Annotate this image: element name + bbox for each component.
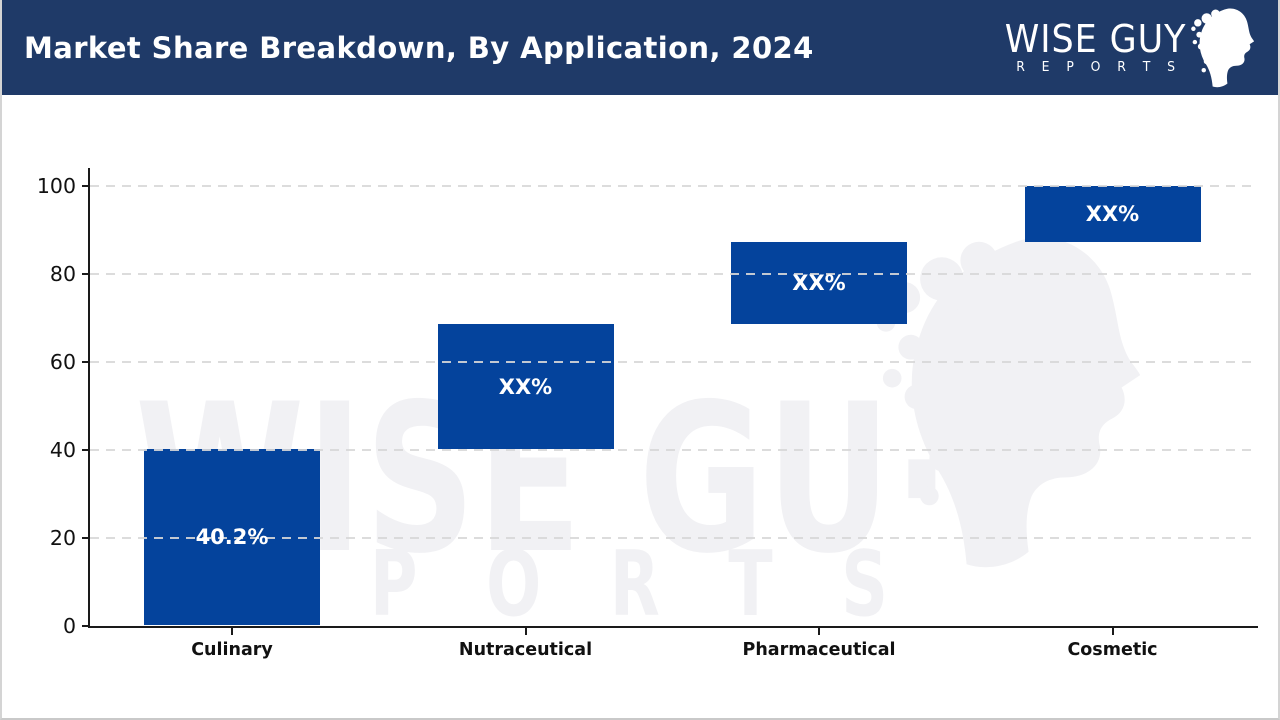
x-axis-line bbox=[88, 625, 1258, 628]
x-category-label-culinary: Culinary bbox=[191, 639, 273, 660]
logo-wordmark: WISE GUY R E P O R T S bbox=[1004, 20, 1186, 75]
logo-wordmark-line1: WISE GUY bbox=[1004, 17, 1186, 62]
bar-pharmaceutical bbox=[731, 241, 907, 325]
x-category-label-nutraceutical: Nutraceutical bbox=[458, 639, 593, 660]
y-tick-mark bbox=[82, 536, 90, 539]
brand-logo: WISE GUY R E P O R T S bbox=[989, 3, 1260, 93]
y-tick-label-60: 60 bbox=[49, 349, 76, 374]
x-tick-mark bbox=[818, 626, 820, 635]
y-tick-label-20: 20 bbox=[49, 525, 76, 550]
bar-nutraceutical bbox=[437, 324, 614, 449]
y-tick-label-0: 0 bbox=[62, 613, 76, 638]
y-tick-mark bbox=[82, 184, 90, 187]
y-tick-label-100: 100 bbox=[36, 173, 76, 198]
face-profile-icon bbox=[1191, 7, 1255, 87]
x-category-label-cosmetic: Cosmetic bbox=[1067, 639, 1158, 660]
x-tick-mark bbox=[1111, 626, 1114, 635]
bar-value-label: XX% bbox=[792, 271, 846, 296]
bar-value-label: XX% bbox=[1085, 201, 1140, 226]
bar-value-label: 40.2% bbox=[195, 525, 269, 550]
x-tick-mark bbox=[524, 626, 527, 635]
header-bar: Market Share Breakdown, By Application, … bbox=[2, 0, 1278, 95]
y-tick-mark bbox=[82, 360, 90, 363]
logo-wordmark-line2: R E P O R T S bbox=[1015, 59, 1182, 76]
chart-title: Market Share Breakdown, By Application, … bbox=[24, 30, 814, 65]
y-tick-mark bbox=[82, 272, 90, 275]
chart-area: WISE GU·Y P O R T S 40.2% XX% XX% XX% 0 20 40 6… bbox=[2, 95, 1278, 718]
y-tick-mark bbox=[82, 624, 90, 627]
bar-cosmetic bbox=[1024, 185, 1201, 242]
y-tick-mark bbox=[82, 448, 90, 451]
y-tick-label-40: 40 bbox=[49, 437, 76, 462]
x-tick-mark bbox=[231, 626, 233, 635]
y-axis-line bbox=[88, 168, 90, 628]
bar-value-label: XX% bbox=[498, 374, 553, 399]
y-tick-label-80: 80 bbox=[49, 261, 76, 286]
watermark-text-line2: P O R T S bbox=[370, 532, 911, 637]
x-category-label-pharmaceutical: Pharmaceutical bbox=[742, 639, 896, 660]
